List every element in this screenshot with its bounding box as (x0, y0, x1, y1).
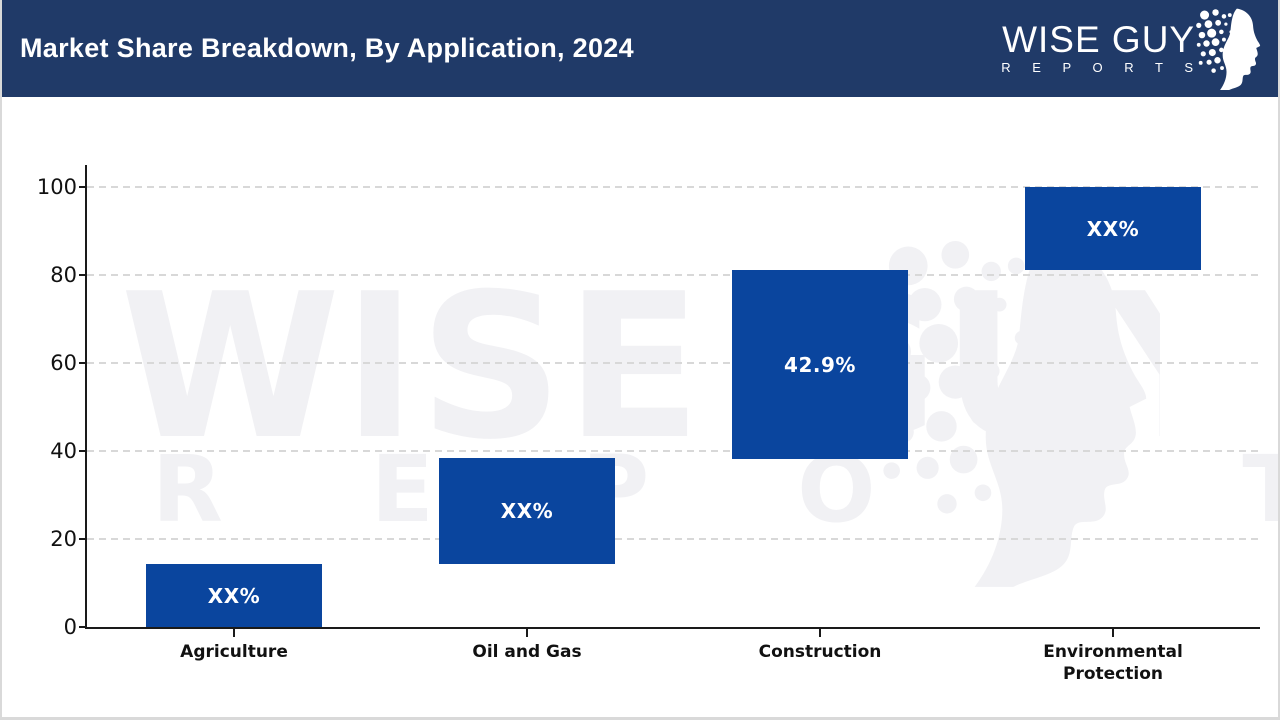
y-axis-label-80: 80 (50, 263, 77, 287)
y-axis-tick-60 (79, 362, 87, 364)
y-axis-label-60: 60 (50, 351, 77, 375)
gridline-y100 (87, 186, 1260, 188)
x-axis-tick-2 (526, 629, 528, 637)
y-axis-tick-20 (79, 538, 87, 540)
gridline-y40 (87, 450, 1260, 452)
gridline-y60 (87, 362, 1260, 364)
brand-logo: WISE GUY R E P O R T S (995, 6, 1272, 90)
y-axis-tick-0 (79, 626, 87, 628)
x-axis-line (85, 627, 1260, 629)
x-axis-tick-1 (233, 629, 235, 637)
brand-subtitle: R E P O R T S (1001, 60, 1202, 76)
bar-value-label: 42.9% (784, 352, 856, 377)
bar-value-label: XX% (207, 583, 261, 608)
brand-name: WISE GUY (1002, 18, 1196, 60)
x-axis-tick-4 (1112, 629, 1114, 637)
gridline-y20 (87, 538, 1260, 540)
y-axis-tick-100 (79, 186, 87, 188)
y-axis-label-40: 40 (50, 439, 77, 463)
gridline-y80 (87, 274, 1260, 276)
bar-agriculture: XX% (146, 564, 322, 627)
bar-value-label: XX% (1086, 216, 1140, 241)
bar-oil-and-gas: XX% (439, 458, 615, 564)
x-axis-label-2: Oil and Gas (472, 642, 582, 662)
y-axis-tick-40 (79, 450, 87, 452)
chart-title: Market Share Breakdown, By Application, … (20, 33, 634, 63)
bar-construction: 42.9% (732, 270, 908, 459)
y-axis-line (85, 165, 87, 629)
x-axis-label-1: Agriculture (180, 642, 288, 662)
watermark-dotted-face-icon (872, 238, 1147, 587)
bar-environmental-protection: XX% (1025, 187, 1201, 270)
x-axis-label-3: Construction (758, 642, 882, 662)
bar-value-label: XX% (500, 499, 554, 523)
header-band: Market Share Breakdown, By Application, … (2, 0, 1278, 97)
x-axis-label-4: Environmental Protection (1043, 642, 1183, 685)
y-axis-tick-80 (79, 274, 87, 276)
y-axis-label-100: 100 (36, 175, 77, 199)
x-axis-tick-3 (819, 629, 821, 637)
y-axis-label-20: 20 (50, 527, 77, 551)
dotted-face-logo-icon (1196, 8, 1261, 90)
y-axis-label-0: 0 (63, 615, 77, 639)
brand-logo-text: WISE GUY R E P O R T S (995, 18, 1202, 76)
